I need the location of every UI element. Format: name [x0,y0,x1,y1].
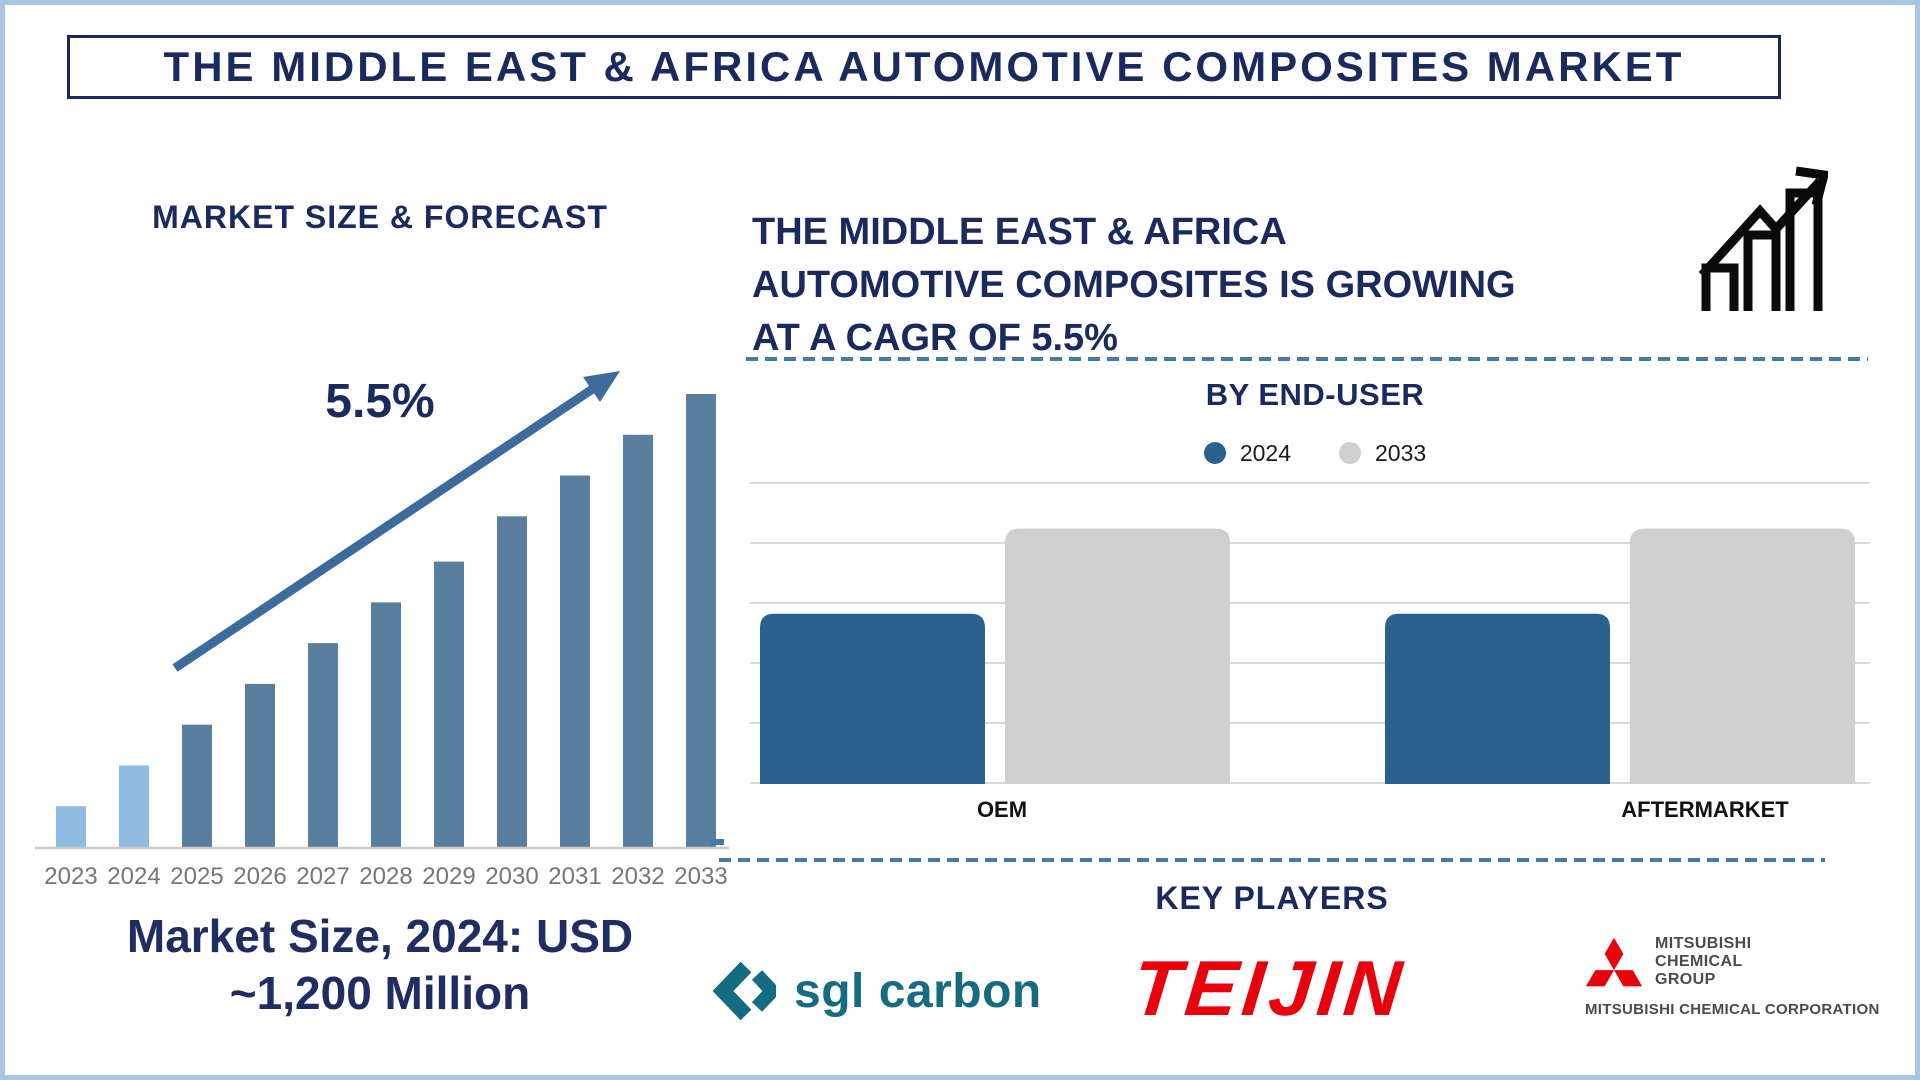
market-size-caption: Market Size, 2024: USD ~1,200 Million [23,908,737,1022]
category-label-oem: OEM [977,797,1027,822]
axis-end-mark [711,839,724,845]
caption-line-2: ~1,200 Million [229,967,531,1019]
forecast-bar-2032 [623,434,653,847]
legend-dot-2024 [1203,442,1226,464]
end-user-chart-title: BY END-USER [1205,377,1425,412]
cagr-label: 5.5% [325,375,434,428]
forecast-bar-2023 [56,806,86,847]
bar-aftermarket-2024 [1385,613,1610,784]
x-axis-label-2033: 2033 [674,863,727,890]
x-axis-label-2023: 2023 [44,863,97,890]
sgl-left-bracket [712,961,752,1021]
forecast-bar-2031 [560,475,590,847]
headline-line-3: AT A CAGR OF 5.5% [752,317,1118,359]
icon-bar-2 [1743,230,1781,311]
mitsubishi-line-2: CHEMICAL [1655,953,1743,970]
mitsubishi-line-3: GROUP [1655,971,1716,988]
x-axis-label-2027: 2027 [296,863,349,890]
legend-item-2033: 2033 [1339,440,1426,467]
sgl-carbon-wordmark: sgl carbon [794,964,1042,1018]
forecast-bars [56,394,716,847]
x-axis-label-2028: 2028 [359,863,412,890]
end-user-chart: OEM AFTERMARKET [750,482,1870,822]
bar-oem-2033 [1005,528,1230,784]
teijin-wordmark: TEIJIN [1128,943,1411,1032]
forecast-bar-2029 [434,561,464,847]
x-axis-labels: 2023 2024 2025 2026 2027 2028 2029 2030 2031 2032… [44,863,727,890]
end-user-legend: 2024 2033 [745,439,1885,467]
legend-label-2033: 2033 [1375,439,1427,466]
mitsubishi-logo: MITSUBISHI CHEMICAL GROUP MITSUBISHI CHE… [1585,935,1895,1018]
sgl-brackets-icon [712,961,776,1021]
x-axis-label-2024: 2024 [107,863,160,890]
x-axis-label-2030: 2030 [485,863,538,890]
x-axis-label-2026: 2026 [233,863,286,890]
growth-chart-icon [1698,166,1828,311]
headline-line-2: AUTOMOTIVE COMPOSITES IS GROWING [752,264,1516,306]
forecast-bar-2026 [245,683,275,847]
forecast-bar-2024 [119,765,149,847]
market-size-heading: MARKET SIZE & FORECAST [152,199,608,235]
legend-item-2024: 2024 [1203,439,1291,467]
dashed-divider-top [746,357,1868,361]
title-banner: THE MIDDLE EAST & AFRICA AUTOMOTIVE COMP… [67,35,1781,99]
legend-label-2024: 2024 [1239,439,1291,466]
headline-line-1: THE MIDDLE EAST & AFRICA [752,211,1287,253]
sgl-carbon-logo: sgl carbon [710,951,1070,1031]
headline: THE MIDDLE EAST & AFRICA AUTOMOTIVE COMP… [752,206,1712,365]
market-forecast-chart: 2023 2024 2025 2026 2027 2028 2029 2030 2031 2032… [35,371,729,890]
bar-oem-2024 [760,613,985,784]
teijin-logo: TEIJIN [1128,943,1513,1033]
mitsubishi-corporation-text: MITSUBISHI CHEMICAL CORPORATION [1585,1001,1880,1018]
legend-dot-2033 [1339,442,1361,464]
growth-arrow-head [583,371,620,402]
x-axis-label-2032: 2032 [611,863,664,890]
page-title: THE MIDDLE EAST & AFRICA AUTOMOTIVE COMP… [163,43,1685,90]
forecast-bar-2025 [182,724,212,847]
diamond-left [1585,970,1614,987]
dashed-divider-bottom [719,858,1825,862]
key-players-title: KEY PLAYERS [1155,880,1389,916]
mitsubishi-three-diamond-icon [1585,937,1643,987]
category-labels: OEM AFTERMARKET [977,797,1789,822]
end-user-bars [760,528,1855,784]
x-axis-label-2031: 2031 [548,863,601,890]
icon-arrow-head [1795,166,1828,207]
forecast-bar-2030 [497,516,527,847]
forecast-bar-2027 [308,643,338,847]
category-label-aftermarket: AFTERMARKET [1621,797,1789,822]
icon-bar-1 [1701,263,1739,311]
caption-line-1: Market Size, 2024: USD [126,910,634,962]
diamond-right [1614,970,1643,987]
bar-aftermarket-2033 [1630,528,1855,784]
diamond-top [1604,937,1624,971]
x-axis-label-2025: 2025 [170,863,223,890]
sgl-right-bracket [751,970,776,1012]
forecast-bar-2033 [686,394,716,847]
forecast-bar-2028 [371,602,401,847]
x-axis-label-2029: 2029 [422,863,475,890]
mitsubishi-line-1: MITSUBISHI [1655,935,1752,952]
mitsubishi-group-text: MITSUBISHI CHEMICAL GROUP [1655,935,1751,989]
icon-arrow-line [1698,177,1824,279]
growth-arrow-shaft [172,378,606,672]
